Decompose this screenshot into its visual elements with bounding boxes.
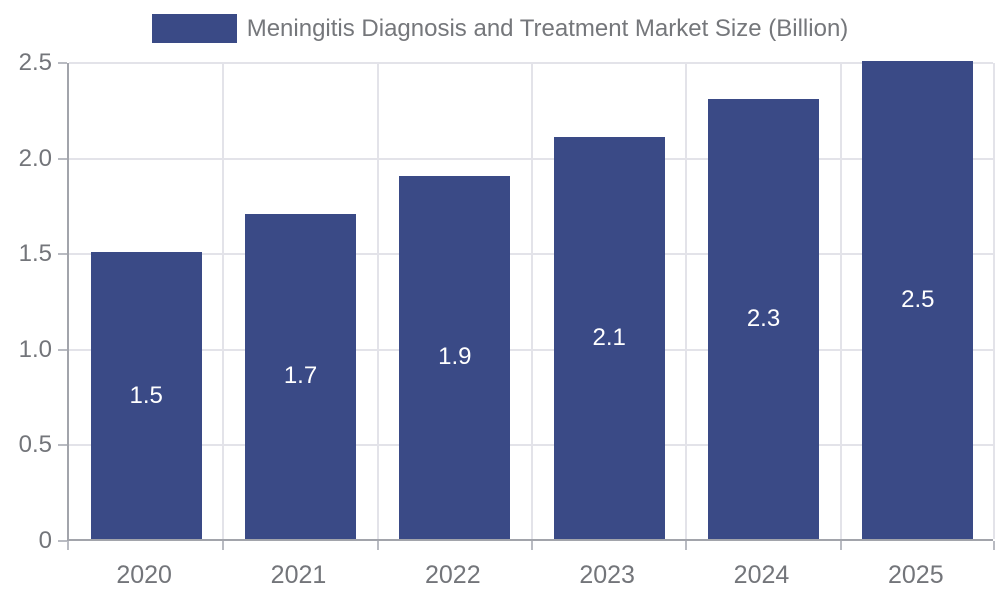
bar: 1.5 (90, 252, 202, 539)
legend-label: Meningitis Diagnosis and Treatment Marke… (246, 15, 849, 42)
y-axis-tick (58, 62, 67, 64)
x-axis-tick-label: 2024 (733, 561, 790, 589)
gridline-vertical (993, 63, 995, 539)
x-axis-tick-label: 2022 (425, 561, 481, 589)
x-axis-tick (531, 541, 533, 550)
x-axis-tick (993, 541, 995, 550)
bar: 1.7 (245, 213, 356, 539)
y-axis-tick-label: 1.0 (18, 335, 52, 363)
gridline-vertical (222, 63, 225, 539)
y-axis-tick-label: 0 (38, 527, 52, 554)
y-axis-tick (58, 444, 67, 447)
bar: 1.9 (399, 175, 511, 539)
y-axis-tick (58, 253, 67, 256)
bar: 2.5 (862, 61, 974, 539)
gridline-vertical (376, 63, 379, 539)
bar-value-label: 2.1 (592, 324, 626, 352)
y-axis-tick-label: 2.0 (18, 144, 52, 172)
plot-area: 1.5 1.7 1.9 2.1 2.3 2.5 (58, 61, 995, 550)
y-axis-tick-label: 0.5 (18, 431, 52, 459)
bar-value-label: 2.3 (746, 305, 781, 333)
x-axis-tick-label: 2021 (270, 561, 327, 589)
x-axis-tick (376, 541, 379, 550)
x-axis-tick (222, 541, 225, 550)
legend-swatch (151, 14, 237, 43)
x-axis-tick-label: 2023 (579, 561, 635, 589)
bar: 2.3 (708, 99, 819, 539)
bar-value-label: 1.5 (129, 381, 163, 409)
bar-value-label: 2.5 (901, 286, 935, 313)
y-axis-tick-label: 2.5 (18, 49, 52, 76)
x-axis-tick-label: 2025 (888, 561, 944, 589)
y-axis-tick (58, 348, 67, 351)
y-axis-tick-label: 1.5 (18, 240, 52, 268)
y-axis-tick (58, 157, 67, 160)
x-axis-tick (67, 541, 69, 550)
x-axis-tick (685, 541, 688, 550)
bar: 2.1 (553, 137, 665, 539)
y-axis-tick (58, 540, 67, 542)
bar-value-label: 1.9 (438, 343, 472, 371)
bar-value-label: 1.7 (283, 362, 318, 390)
x-axis-tick (839, 541, 842, 550)
gridline-vertical (685, 63, 688, 539)
gridline-vertical (839, 63, 842, 539)
gridline-vertical (531, 63, 533, 539)
x-axis-tick-label: 2020 (116, 561, 172, 589)
legend-item[interactable]: Meningitis Diagnosis and Treatment Marke… (0, 14, 1000, 43)
